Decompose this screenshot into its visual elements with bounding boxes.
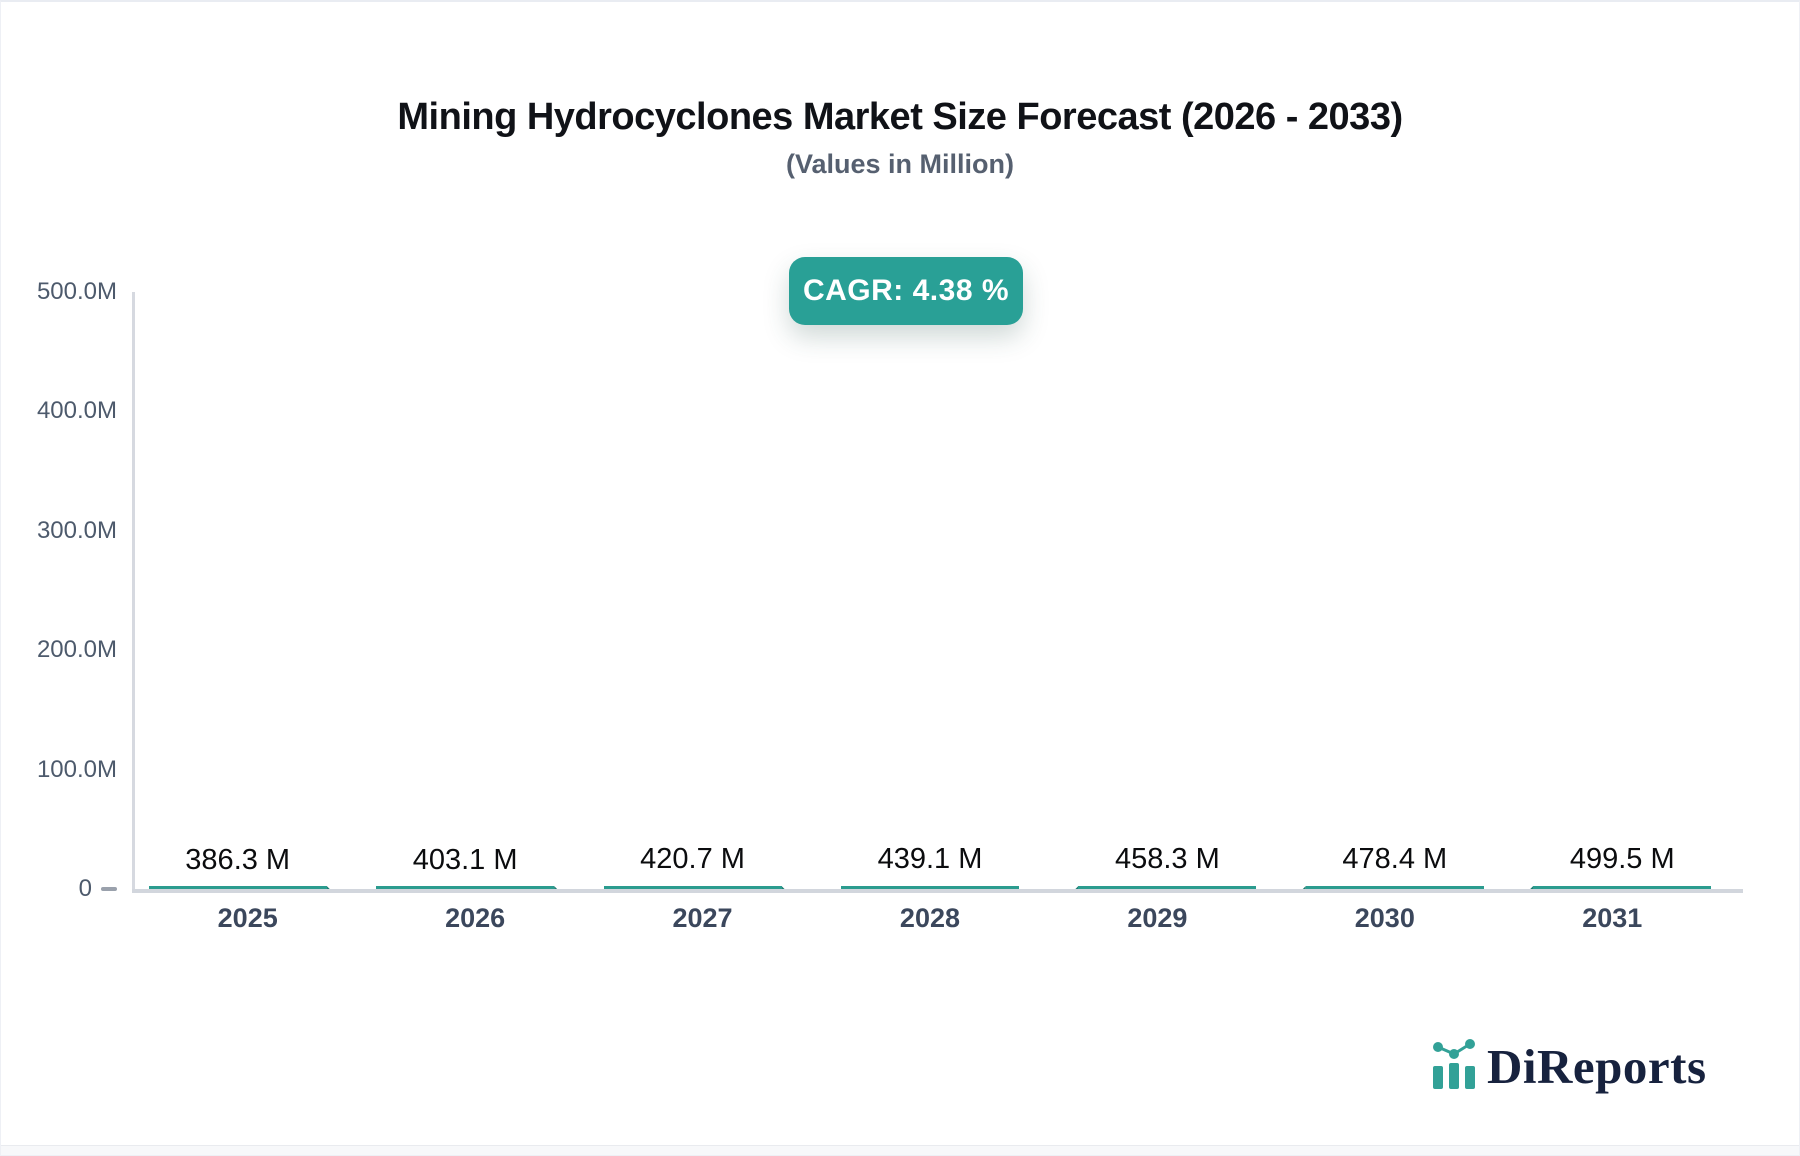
x-tick-label-2027: 2027 xyxy=(672,903,733,933)
x-tick-label-2031: 2031 xyxy=(1582,903,1643,933)
bar-slot-2030: 478.4 M 2030 xyxy=(1271,292,1498,933)
y-tick-label: 0 xyxy=(78,875,92,902)
x-tick-label-2028: 2028 xyxy=(899,903,961,933)
x-tick-label-2029: 2029 xyxy=(1127,903,1188,933)
bar-slot-2028: 439.1 M 2028 xyxy=(816,292,1043,933)
cagr-badge-label: CAGR: 4.38 % xyxy=(802,274,1010,307)
bar-slot-2026: 403.1 M 2026 xyxy=(361,292,588,933)
x-axis-line xyxy=(132,889,1743,893)
bar-group-2030: 478.4 M xyxy=(1305,843,1484,889)
bar-group-2028: 439.1 M xyxy=(840,843,1019,889)
y-tick-100.0M: 100.0M xyxy=(37,756,117,784)
bar-slot-2027: 420.7 M 2027 xyxy=(589,292,816,933)
y-tick-0: 0 xyxy=(79,875,117,903)
value-label-2030: 478.4 M xyxy=(1342,843,1448,876)
bar-group-2027: 420.7 M xyxy=(603,843,782,889)
logo-text: DiReports xyxy=(1487,1039,1707,1094)
bar-group-2029: 458.3 M xyxy=(1078,843,1257,889)
bar-group-2026: 403.1 M xyxy=(376,844,555,889)
bar-2031[interactable] xyxy=(1533,886,1712,889)
y-tick-300.0M: 300.0M xyxy=(37,517,117,545)
cagr-badge: CAGR: 4.38 % xyxy=(789,257,1023,325)
value-label-2025: 386.3 M xyxy=(185,843,291,876)
y-tick-label: 300.0M xyxy=(36,516,117,544)
bar-chart-trend-icon xyxy=(1433,1039,1475,1089)
x-tick-label-2030: 2030 xyxy=(1354,903,1415,933)
value-label-2027: 420.7 M xyxy=(640,843,745,876)
y-tick-label: 500.0M xyxy=(36,278,117,305)
bars-container: 386.3 M 2025 403.1 M 2026 420.7 M 2027 439.1 M… xyxy=(134,292,1726,933)
y-tick-200.0M: 200.0M xyxy=(37,636,117,664)
bar-2028[interactable] xyxy=(840,886,1019,889)
bar-2027[interactable] xyxy=(603,886,782,889)
bar-2025[interactable] xyxy=(148,886,327,889)
x-tick-label-2025: 2025 xyxy=(217,903,278,933)
y-tick-label: 100.0M xyxy=(36,755,117,783)
chart-subtitle: (Values in Million) xyxy=(785,149,1015,179)
value-label-2026: 403.1 M xyxy=(412,843,518,876)
bar-2026[interactable] xyxy=(376,886,555,889)
zero-tick-mark xyxy=(101,887,117,891)
y-tick-500.0M: 500.0M xyxy=(37,278,117,306)
value-label-2028: 439.1 M xyxy=(877,843,983,876)
y-axis-line xyxy=(132,292,135,889)
bar-slot-2029: 458.3 M 2029 xyxy=(1044,292,1271,933)
y-tick-400.0M: 400.0M xyxy=(37,397,117,425)
bar-2030[interactable] xyxy=(1305,886,1484,889)
bar-group-2025: 386.3 M xyxy=(148,844,327,889)
y-tick-label: 200.0M xyxy=(36,636,117,664)
chart-title: Mining Hydrocyclones Market Size Forecas… xyxy=(397,96,1403,138)
bar-slot-2025: 386.3 M 2025 xyxy=(134,292,361,933)
value-label-2029: 458.3 M xyxy=(1114,843,1220,876)
bottom-strip xyxy=(1,1145,1799,1155)
direports-logo: DiReports xyxy=(1430,1035,1707,1091)
y-tick-label: 400.0M xyxy=(36,397,117,425)
plot-area: 500.0M 400.0M 300.0M 200.0M 100.0M 0 386.3 M 2… xyxy=(37,278,1743,933)
bar-slot-2031: 499.5 M 2031 xyxy=(1499,292,1726,933)
x-tick-label-2026: 2026 xyxy=(445,903,506,933)
value-label-2031: 499.5 M xyxy=(1569,843,1675,876)
bar-2029[interactable] xyxy=(1078,886,1257,889)
bar-group-2031: 499.5 M xyxy=(1533,843,1712,889)
y-axis: 500.0M 400.0M 300.0M 200.0M 100.0M 0 xyxy=(37,278,1743,902)
